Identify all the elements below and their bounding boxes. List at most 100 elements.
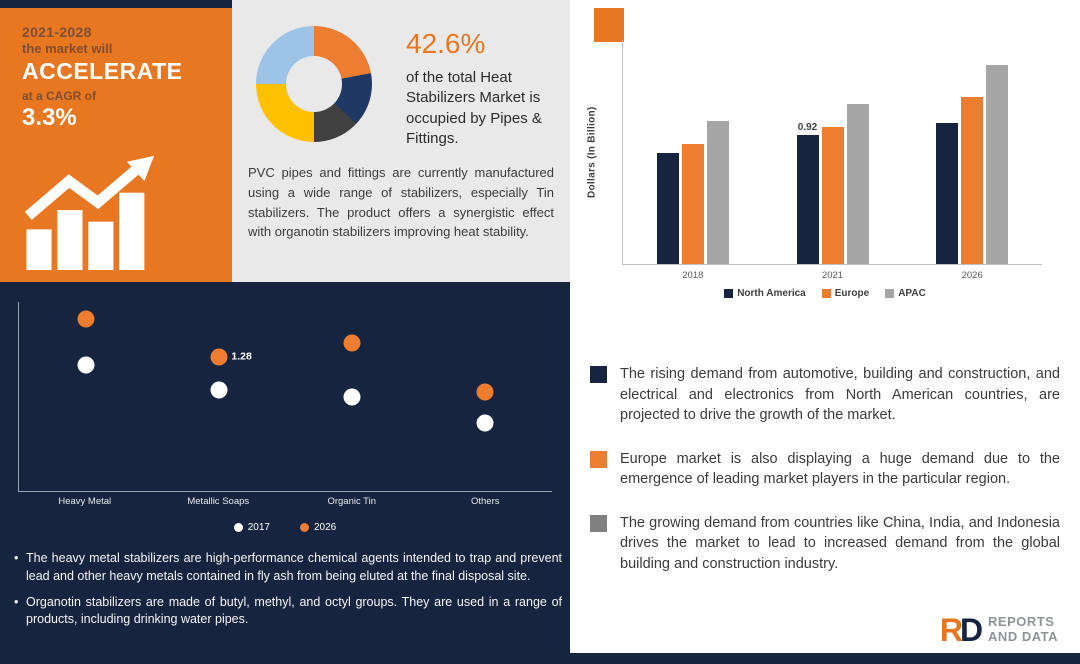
- legend-item-north-america: North America: [724, 288, 806, 299]
- bar-group-2021: 0.92 2021: [763, 40, 903, 281]
- left-panel: 2021-2028 the market will ACCELERATE at …: [0, 0, 570, 664]
- dot-2017-organic-tin: [343, 388, 361, 405]
- dot-2026-metallic-soaps: 1.28: [210, 348, 252, 366]
- bar-category-label: 2021: [821, 270, 844, 281]
- dot-legend-item-2026: 2026: [300, 522, 336, 533]
- logo-letter-d: D: [959, 612, 983, 648]
- stabilizer-notes-list: The heavy metal stabilizers are high-per…: [14, 550, 562, 637]
- dot-2026-others: [476, 383, 494, 401]
- bar-europe-2018: [681, 143, 704, 264]
- bar-wrap: [681, 40, 704, 264]
- bar-apac-2021: [846, 104, 869, 264]
- insight-text: Europe market is also displaying a huge …: [620, 450, 1060, 488]
- dot-plot-category-axis: Heavy Metal Metallic Soaps Organic Tin Othe…: [18, 496, 552, 507]
- bar-north-america-2026: [936, 122, 959, 264]
- bar-wrap: 0.92: [796, 40, 819, 264]
- cagr-value: 3.3%: [22, 104, 77, 131]
- bar-wrap: [706, 40, 729, 264]
- stat-caption: of the total Heat Stabilizers Market is …: [406, 69, 542, 147]
- dot-data-label: 1.28: [231, 350, 252, 363]
- reports-and-data-logo: RD REPORTS AND DATA: [931, 610, 1066, 650]
- bar-wrap: [846, 40, 869, 264]
- dot-category-label: Metallic Soaps: [187, 496, 250, 507]
- dot-category-label: Heavy Metal: [58, 496, 112, 507]
- bar-wrap: [821, 40, 844, 264]
- logo-line1: REPORTS: [988, 614, 1055, 630]
- legend-label: Europe: [834, 288, 870, 299]
- bar-apac-2018: [706, 121, 729, 264]
- bar-north-america-2021: [796, 135, 819, 264]
- promo-line2: at a CAGR of: [22, 89, 97, 103]
- logo-wordmark: REPORTS AND DATA: [988, 614, 1058, 645]
- logo-line2: AND DATA: [988, 629, 1058, 644]
- legend-dot-icon: [233, 523, 243, 532]
- dot-2017-metallic-soaps: [210, 381, 228, 399]
- legend-item-apac: APAC: [885, 288, 926, 299]
- growth-chart-icon: [24, 155, 155, 270]
- bar-wrap: [961, 40, 984, 264]
- note-heavy-metal: The heavy metal stabilizers are high-per…: [14, 550, 562, 586]
- bullet-marker-gray: [590, 514, 607, 532]
- dot-category-label: Organic Tin: [327, 496, 377, 507]
- bar-wrap: [936, 40, 959, 264]
- donut-wrap: [248, 10, 406, 149]
- bar-wrap: [986, 40, 1009, 264]
- promo-line1: the market will: [22, 41, 113, 56]
- legend-swatch-icon: [885, 289, 895, 298]
- y-axis-label: Dollars (In Billion): [586, 106, 598, 199]
- right-panel: Dollars (In Billion) 2018 0.92 2021 2026 No…: [570, 0, 1080, 664]
- bar-plot-area: 2018 0.92 2021 2026: [622, 40, 1042, 281]
- decorative-orange-square: [594, 8, 624, 42]
- dot-2017-heavy-metal: [77, 356, 95, 374]
- bar-europe-2021: [821, 126, 844, 264]
- dot-2017-others: [476, 414, 494, 432]
- bullet-marker-navy: [590, 366, 607, 383]
- insight-north-america: The rising demand from automotive, build…: [590, 364, 1060, 426]
- bar-europe-2026: [961, 97, 984, 264]
- legend-dot-icon: [300, 523, 309, 532]
- dot-category-label: Others: [470, 496, 500, 507]
- footer-bar: [0, 653, 1080, 664]
- dot-2026-heavy-metal: [77, 310, 95, 328]
- insight-text: The growing demand from countries like C…: [620, 514, 1060, 573]
- insight-apac: The growing demand from countries like C…: [590, 513, 1060, 575]
- stat-paragraph: PVC pipes and fittings are currently man…: [248, 165, 554, 240]
- legend-swatch-icon: [821, 289, 831, 298]
- dot-plot-legend: 2017 2026: [0, 522, 570, 533]
- bar-north-america-2018: [656, 153, 679, 264]
- insight-europe: Europe market is also displaying a huge …: [590, 449, 1060, 490]
- key-insights-list: The rising demand from automotive, build…: [590, 364, 1060, 575]
- bar-category-label: 2026: [961, 270, 983, 281]
- bar-wrap: [656, 40, 679, 264]
- cagr-promo-box: 2021-2028 the market will ACCELERATE at …: [0, 8, 232, 282]
- bar-data-label: 0.92: [797, 122, 818, 134]
- legend-label: North America: [737, 288, 806, 299]
- bar-apac-2026: [986, 65, 1009, 264]
- legend-swatch-icon: [724, 289, 734, 298]
- note-organotin: Organotin stabilizers are made of butyl,…: [14, 594, 562, 630]
- logo-monogram: RD: [939, 612, 983, 648]
- legend-item-europe: Europe: [821, 288, 870, 299]
- legend-label: APAC: [898, 288, 926, 299]
- dot-plot-area: 1.28: [18, 302, 552, 492]
- dot-legend-item-2017: 2017: [233, 522, 270, 533]
- pipes-fittings-stat-box: 42.6% of the total Heat Stabilizers Mark…: [232, 0, 570, 282]
- stat-row: 42.6% of the total Heat Stabilizers Mark…: [248, 10, 554, 149]
- bar-group-2018: 2018: [623, 40, 763, 281]
- promo-period: 2021-2028: [22, 24, 92, 40]
- logo-letter-r: R: [939, 612, 963, 648]
- stat-text: 42.6% of the total Heat Stabilizers Mark…: [406, 10, 554, 149]
- bar-category-label: 2018: [682, 270, 704, 281]
- stat-value: 42.6%: [406, 28, 486, 59]
- bar-chart-legend: North America Europe APAC: [570, 288, 1080, 299]
- dot-2026-organic-tin: [343, 334, 361, 352]
- insight-text: The rising demand from automotive, build…: [620, 366, 1060, 424]
- legend-label: 2017: [247, 522, 270, 533]
- bullet-marker-orange: [590, 450, 607, 468]
- promo-highlight: ACCELERATE: [22, 58, 183, 84]
- donut-chart: [256, 26, 372, 142]
- stabilizer-type-dot-plot: 1.28 Heavy Metal Metallic Soaps Organic Ti…: [0, 282, 570, 545]
- bar-group-2026: 2026: [902, 40, 1042, 281]
- regional-bar-chart: Dollars (In Billion) 2018 0.92 2021 2026 No…: [570, 0, 1080, 330]
